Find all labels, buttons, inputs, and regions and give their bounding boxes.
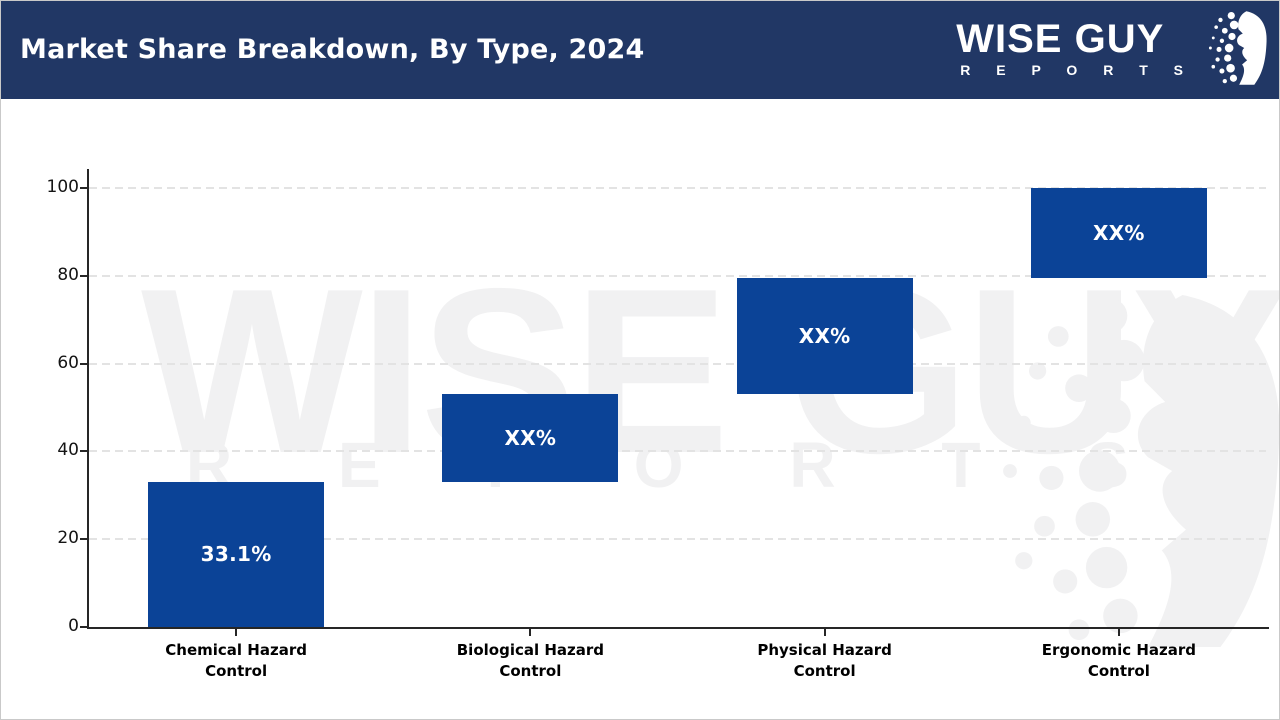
page-title: Market Share Breakdown, By Type, 2024 [20, 34, 645, 65]
watermark-face-graphic [1003, 295, 1279, 647]
y-axis-tick-mark [80, 450, 88, 453]
logo-face-icon [1208, 11, 1267, 85]
y-axis-tick-label: 100 [46, 177, 79, 197]
y-axis-line [87, 169, 89, 629]
bar-value-label: XX% [1092, 220, 1145, 245]
bar-segment-2: XX% [442, 393, 619, 482]
bar-segment-4: XX% [1030, 188, 1207, 278]
bar-value-label: 33.1% [200, 542, 272, 567]
gridline-60 [89, 362, 1266, 365]
watermark-brand-text: WISE GUY [141, 239, 1280, 502]
y-axis-tick-mark [80, 187, 88, 189]
gridline-100 [89, 187, 1266, 189]
logo-subbrand-text: R E P O R T S [960, 62, 1194, 78]
y-axis-tick-label: 60 [57, 352, 79, 373]
logo-wordmark: WISE GUY R E P O R T S [956, 17, 1194, 79]
bar-value-label: XX% [504, 425, 557, 450]
y-axis-tick-label: 80 [57, 264, 79, 285]
category-label: Ergonomic Hazard Control [1041, 641, 1196, 680]
x-axis-tick-mark [529, 629, 532, 636]
watermark-subbrand-text: R E P O R T S [186, 429, 1173, 501]
x-axis-line [87, 627, 1269, 629]
logo-brand-text: WISE GUY [956, 17, 1165, 61]
y-axis-tick-mark [80, 362, 88, 365]
x-axis-tick-mark [1117, 629, 1120, 636]
bar-segment-3: XX% [736, 277, 913, 394]
category-label: Physical Hazard Control [757, 641, 892, 680]
y-axis-tick-mark [80, 274, 88, 277]
gridline-20 [89, 538, 1266, 541]
y-axis-tick-label: 20 [57, 528, 79, 549]
gridline-80 [89, 274, 1266, 277]
bar-segment-1: 33.1% [148, 481, 325, 627]
x-axis-tick-mark [823, 629, 826, 636]
y-axis-tick-label: 40 [57, 440, 79, 461]
y-axis-tick-label: 0 [68, 616, 79, 636]
category-label: Chemical Hazard Control [165, 641, 307, 680]
header-band: Market Share Breakdown, By Type, 2024 WI… [1, 1, 1279, 99]
y-axis-tick-mark [80, 538, 88, 541]
y-axis-tick-mark [80, 626, 88, 628]
category-label: Biological Hazard Control [456, 641, 604, 680]
bar-value-label: XX% [798, 323, 851, 348]
wise-guy-reports-logo: WISE GUY R E P O R T S [956, 6, 1268, 90]
x-axis-tick-mark [235, 629, 238, 636]
gridline-40 [89, 450, 1266, 453]
